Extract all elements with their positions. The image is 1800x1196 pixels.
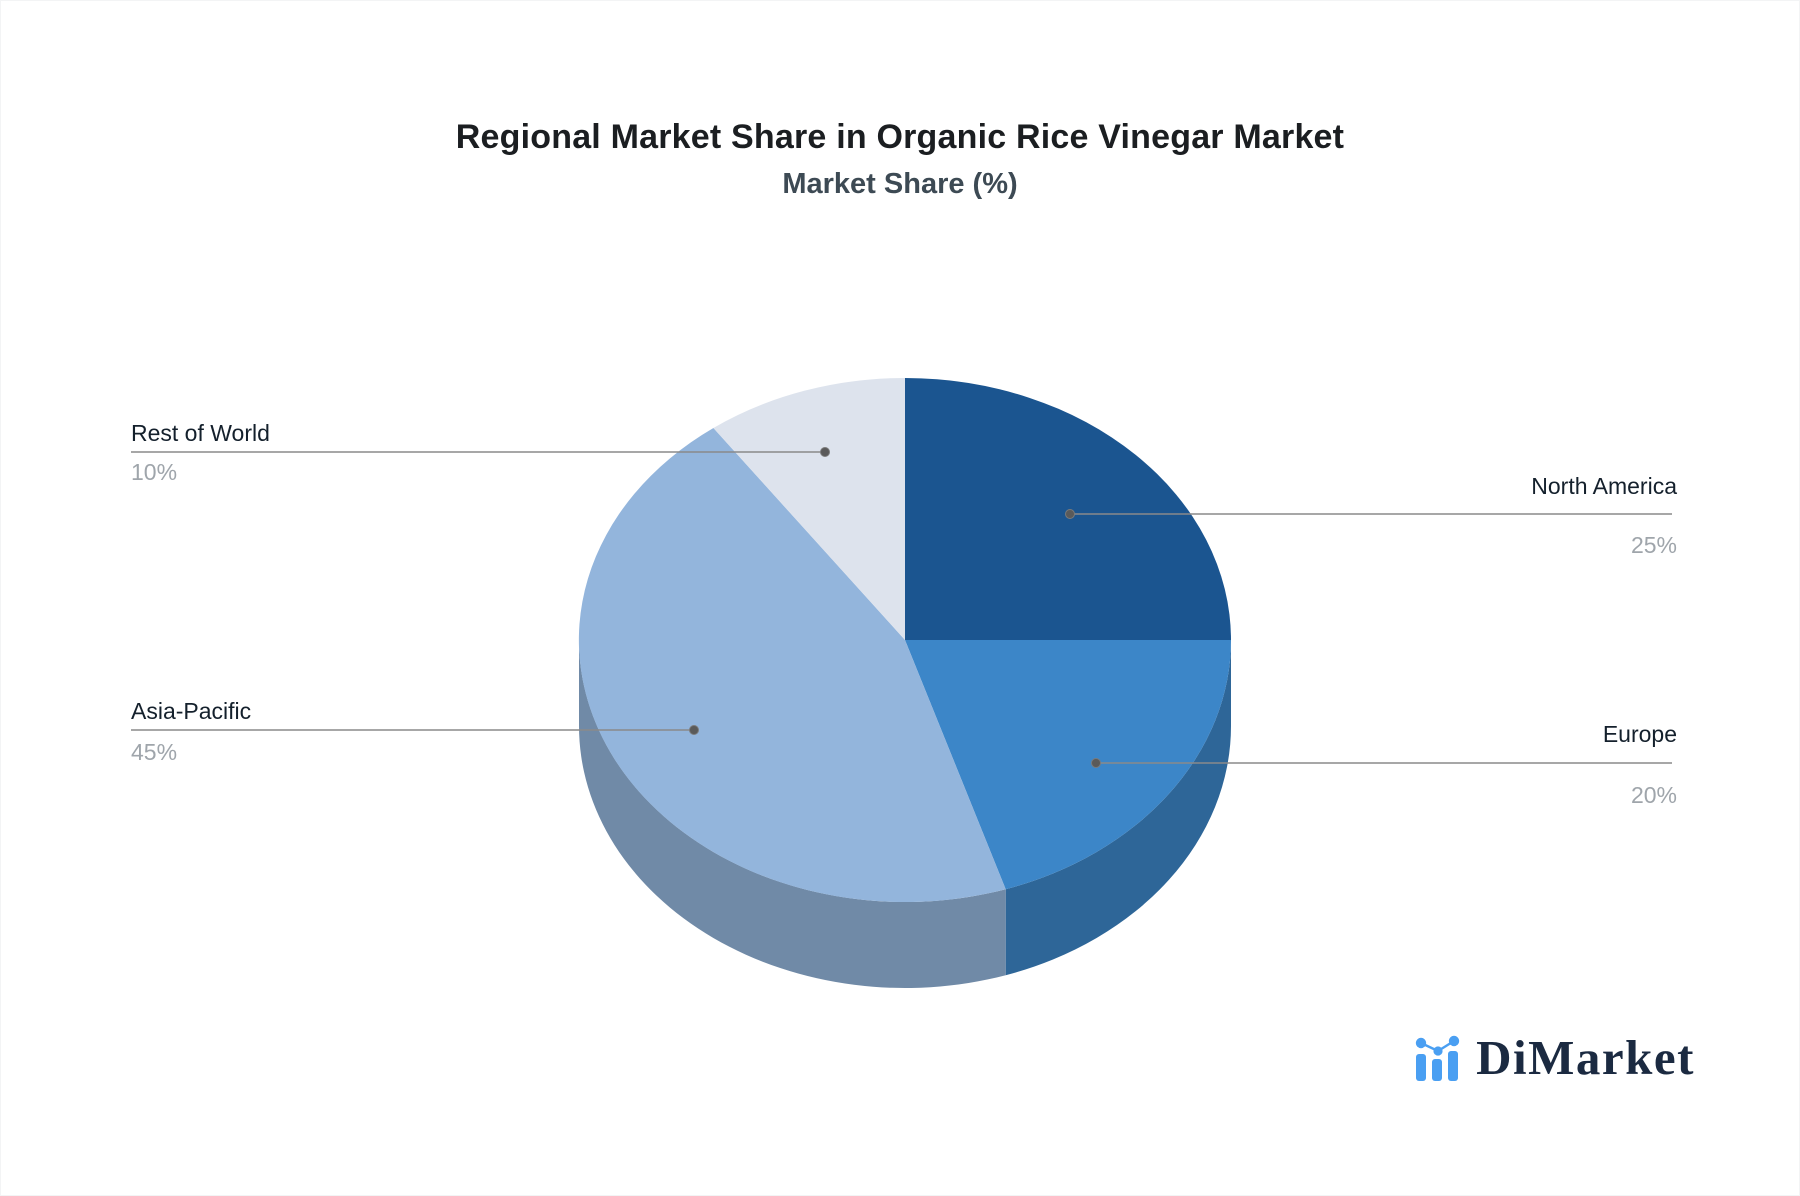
slice-label-rest-of-world: Rest of World [131,419,270,447]
slice-value-europe: 20% [1631,781,1677,809]
slice-percent: 25% [1630,532,1677,558]
slice-value-asia-pacific: 45% [131,738,177,766]
slice-name: Europe [1602,721,1677,747]
callout-dots [689,447,1101,768]
slice-value-rest-of-world: 10% [131,458,177,486]
slice-name: Asia-Pacific [131,698,252,724]
slice-name: Rest of World [131,420,270,446]
brand-logo: DiMarket [1412,1030,1695,1086]
callout-dot-asia-pacific [689,725,699,735]
slice-percent: 20% [1630,782,1677,808]
slice-name: North America [1531,473,1677,499]
pie-slice-side-europe[interactable] [1005,640,1231,976]
slice-value-north-america: 25% [1631,531,1677,559]
callout-dot-europe [1091,758,1101,768]
slice-label-north-america: North America [1531,472,1677,500]
pie-slice-side-asia-pacific[interactable] [579,640,1006,989]
bar-line-chart-icon [1415,1035,1460,1081]
callout-dot-rest-of-world [820,447,830,457]
chart-subtitle: Market Share (%) [782,168,1018,200]
pie-slices [578,378,1231,989]
callout-dot-north-america [1065,509,1075,519]
pie-slice-europe[interactable] [905,640,1231,890]
slice-percent: 45% [131,739,178,765]
chart-title: Regional Market Share in Organic Rice Vi… [455,118,1345,156]
pie-slice-rest-of-world[interactable] [713,378,905,640]
slice-percent: 10% [131,459,178,485]
pie-slice-asia-pacific[interactable] [578,428,1006,903]
callout-lines [131,451,1672,764]
slice-label-asia-pacific: Asia-Pacific [131,697,251,725]
pie-slice-north-america[interactable] [905,378,1231,640]
slice-label-europe: Europe [1603,720,1677,748]
brand-logo-text: DiMarket [1476,1030,1695,1085]
